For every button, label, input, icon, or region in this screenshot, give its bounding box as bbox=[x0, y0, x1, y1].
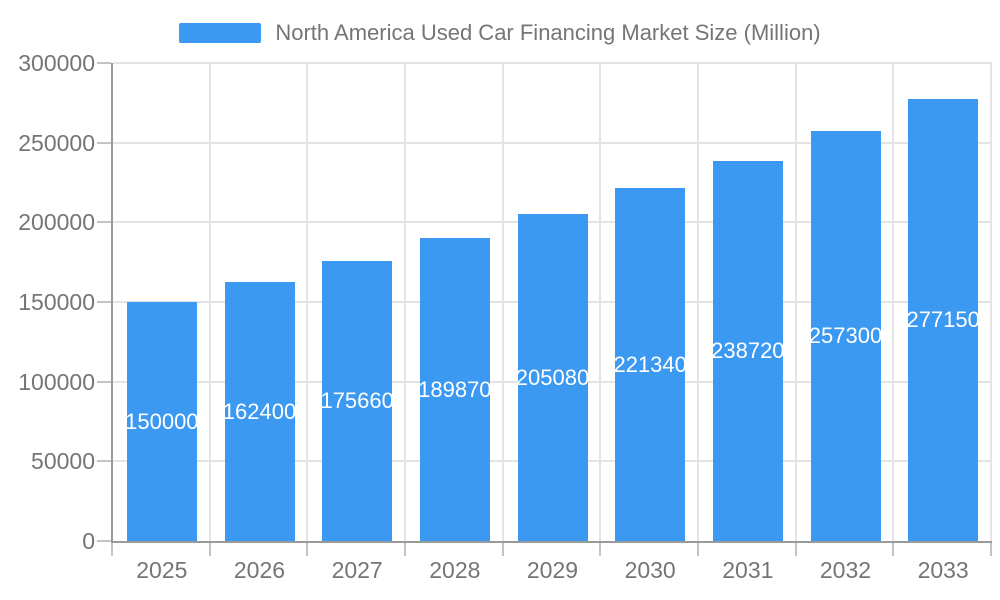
bar-value-label: 150000 bbox=[125, 408, 199, 434]
vertical-gridline bbox=[990, 63, 992, 541]
bar-2026[interactable]: 162400 bbox=[222, 282, 297, 541]
x-axis-tick bbox=[501, 543, 504, 556]
x-axis-tick-label: 2031 bbox=[722, 557, 774, 583]
x-axis-tick-label: 2030 bbox=[624, 557, 676, 583]
y-axis-tick-label: 0 bbox=[82, 528, 95, 554]
vertical-gridline bbox=[404, 63, 406, 541]
y-axis-tick bbox=[97, 62, 111, 64]
x-axis-tick-label: 2027 bbox=[331, 557, 383, 583]
x-axis-tick bbox=[892, 543, 895, 556]
bar-value-label: 175660 bbox=[320, 388, 394, 414]
bar-value-label: 189870 bbox=[418, 376, 492, 402]
bar-2031[interactable]: 238720 bbox=[711, 160, 785, 541]
bar-2029[interactable]: 205080 bbox=[515, 214, 590, 541]
vertical-gridline bbox=[501, 63, 504, 541]
legend-label: North America Used Car Financing Market … bbox=[275, 20, 821, 45]
y-axis-tick-label: 250000 bbox=[18, 129, 95, 156]
bar-2028[interactable]: 189870 bbox=[418, 238, 492, 541]
bar-value-label: 205080 bbox=[515, 364, 590, 390]
x-axis-tick bbox=[111, 543, 113, 556]
bar-value-label: 277150 bbox=[906, 307, 980, 333]
bar-value-label: 162400 bbox=[222, 398, 297, 424]
vertical-gridline bbox=[599, 63, 602, 541]
x-axis-tick bbox=[599, 543, 602, 556]
bar-value-label: 257300 bbox=[808, 323, 883, 349]
horizontal-gridline bbox=[113, 62, 992, 64]
x-axis-tick bbox=[794, 543, 797, 556]
x-axis-tick-label: 2028 bbox=[429, 557, 481, 583]
y-axis-tick-label: 100000 bbox=[18, 368, 95, 395]
plot-area: 150000 162400 175660 189870 205080 221340 2387… bbox=[97, 62, 992, 556]
x-axis-tick bbox=[404, 543, 406, 556]
bar-2030[interactable]: 221340 bbox=[613, 188, 687, 541]
vertical-gridline bbox=[306, 63, 309, 541]
chart-legend[interactable]: North America Used Car Financing Market … bbox=[0, 20, 1000, 45]
y-axis-tick bbox=[97, 540, 111, 542]
bar-2033[interactable]: 277150 bbox=[906, 99, 980, 541]
x-axis-tick bbox=[697, 543, 699, 556]
legend-swatch-icon bbox=[179, 23, 262, 43]
bar-2027[interactable]: 175660 bbox=[320, 261, 394, 541]
vertical-gridline bbox=[208, 63, 211, 541]
x-axis-tick-label: 2033 bbox=[917, 557, 969, 583]
y-axis-tick-label: 200000 bbox=[18, 209, 95, 236]
y-axis-tick bbox=[97, 460, 111, 463]
vertical-gridline bbox=[697, 63, 699, 541]
y-axis-line bbox=[111, 63, 113, 541]
bar-2032[interactable]: 257300 bbox=[808, 131, 883, 541]
vertical-gridline bbox=[892, 63, 895, 541]
x-axis-tick-label: 2025 bbox=[136, 557, 188, 583]
x-axis-tick-label: 2032 bbox=[819, 557, 872, 583]
vertical-gridline bbox=[794, 63, 797, 541]
bar-2025[interactable]: 150000 bbox=[125, 302, 199, 541]
x-axis-tick bbox=[208, 543, 211, 556]
bar-value-label: 221340 bbox=[613, 351, 687, 377]
y-axis-tick bbox=[97, 380, 111, 383]
y-axis-tick-label: 50000 bbox=[31, 448, 95, 475]
x-axis-tick-label: 2029 bbox=[526, 557, 579, 583]
horizontal-gridline bbox=[113, 141, 992, 144]
bar-value-label: 238720 bbox=[711, 337, 785, 363]
x-axis-tick bbox=[306, 543, 309, 556]
x-axis-tick-label: 2026 bbox=[233, 557, 286, 583]
y-axis-tick bbox=[97, 301, 111, 303]
x-axis-tick bbox=[990, 543, 992, 556]
y-axis-tick-label: 300000 bbox=[18, 50, 95, 76]
y-axis-tick bbox=[97, 141, 111, 144]
x-axis-line bbox=[111, 541, 992, 543]
y-axis-tick bbox=[97, 221, 111, 224]
y-axis-tick-label: 150000 bbox=[18, 289, 95, 315]
